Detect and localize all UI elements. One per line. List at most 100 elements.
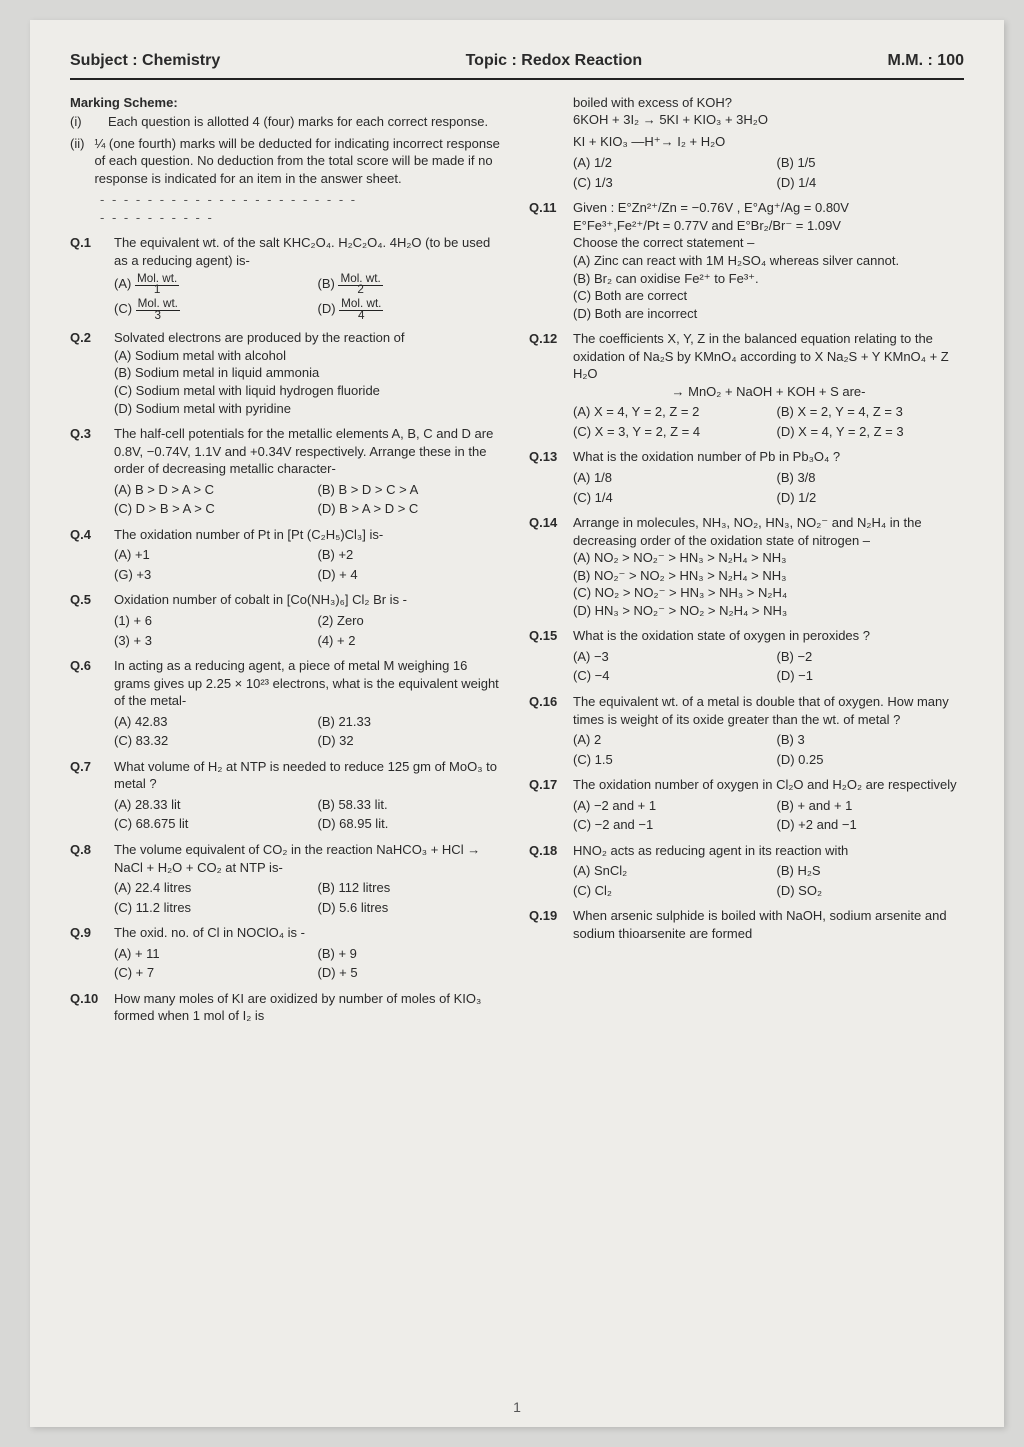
q10-cont: boiled with excess of KOH? 6KOH + 3I₂ → … xyxy=(529,94,964,192)
q10-eq1: 6KOH + 3I₂ → 5KI + KIO₃ + 3H₂O xyxy=(573,111,964,129)
q16-c: (C) 1.5 xyxy=(573,751,761,769)
scheme-i: (i) Each question is allotted 4 (four) m… xyxy=(70,113,505,131)
q2-d: (D) Sodium metal with pyridine xyxy=(114,400,505,418)
q19: Q.19 When arsenic sulphide is boiled wit… xyxy=(529,907,964,942)
q13-num: Q.13 xyxy=(529,448,565,506)
q7-num: Q.7 xyxy=(70,758,106,833)
q8-num: Q.8 xyxy=(70,841,106,916)
q6-b: (B) 21.33 xyxy=(318,713,506,731)
q2-num: Q.2 xyxy=(70,329,106,417)
q17-a: (A) −2 and + 1 xyxy=(573,797,761,815)
q18-num: Q.18 xyxy=(529,842,565,900)
q5-text: Oxidation number of cobalt in [Co(NH₃)₆]… xyxy=(114,591,505,609)
scheme-tag-ii: (ii) xyxy=(70,135,84,188)
scheme-title: Marking Scheme: xyxy=(70,94,505,112)
q13: Q.13 What is the oxidation number of Pb … xyxy=(529,448,964,506)
q1-num: Q.1 xyxy=(70,234,106,321)
q14-c: (C) NO₂ > NO₂⁻ > HN₃ > NH₃ > N₂H₄ xyxy=(573,584,964,602)
q5: Q.5 Oxidation number of cobalt in [Co(NH… xyxy=(70,591,505,649)
q3-a: (A) B > D > A > C xyxy=(114,481,302,499)
q12-d: (D) X = 4, Y = 2, Z = 3 xyxy=(777,423,965,441)
q3: Q.3 The half-cell potentials for the met… xyxy=(70,425,505,518)
q8-d: (D) 5.6 litres xyxy=(318,899,506,917)
q18-c: (C) Cl₂ xyxy=(573,882,761,900)
q11: Q.11 Given : E°Zn²⁺/Zn = −0.76V , E°Ag⁺/… xyxy=(529,199,964,322)
q9-d: (D) + 5 xyxy=(318,964,506,982)
q14-num: Q.14 xyxy=(529,514,565,619)
q11-c: (C) Both are correct xyxy=(573,287,964,305)
q10-b: (B) 1/5 xyxy=(777,154,965,172)
q13-a: (A) 1/8 xyxy=(573,469,761,487)
q1-c: (C) Mol. wt.3 xyxy=(114,298,302,321)
q10-text: How many moles of KI are oxidized by num… xyxy=(114,990,505,1025)
q1-a: (A) Mol. wt.1 xyxy=(114,273,302,296)
topic-label: Topic : Redox Reaction xyxy=(466,50,643,72)
q7-a: (A) 28.33 lit xyxy=(114,796,302,814)
q6-c: (C) 83.32 xyxy=(114,732,302,750)
q9-num: Q.9 xyxy=(70,924,106,982)
q11-text3: Choose the correct statement – xyxy=(573,234,964,252)
q10-a: (A) 1/2 xyxy=(573,154,761,172)
q11-num: Q.11 xyxy=(529,199,565,322)
q3-num: Q.3 xyxy=(70,425,106,518)
page-number: 1 xyxy=(513,1398,521,1417)
q10-num: Q.10 xyxy=(70,990,106,1025)
q11-d: (D) Both are incorrect xyxy=(573,305,964,323)
q4-c: (G) +3 xyxy=(114,566,302,584)
q12-c: (C) X = 3, Y = 2, Z = 4 xyxy=(573,423,761,441)
q7-d: (D) 68.95 lit. xyxy=(318,815,506,833)
q15-d: (D) −1 xyxy=(777,667,965,685)
q4-b: (B) +2 xyxy=(318,546,506,564)
q3-b: (B) B > D > C > A xyxy=(318,481,506,499)
q7-text: What volume of H₂ at NTP is needed to re… xyxy=(114,758,505,793)
q5-num: Q.5 xyxy=(70,591,106,649)
q7-b: (B) 58.33 lit. xyxy=(318,796,506,814)
q11-text1: Given : E°Zn²⁺/Zn = −0.76V , E°Ag⁺/Ag = … xyxy=(573,199,964,217)
q18: Q.18 HNO₂ acts as reducing agent in its … xyxy=(529,842,964,900)
q4-a: (A) +1 xyxy=(114,546,302,564)
q16: Q.16 The equivalent wt. of a metal is do… xyxy=(529,693,964,768)
q7-c: (C) 68.675 lit xyxy=(114,815,302,833)
q18-b: (B) H₂S xyxy=(777,862,965,880)
q16-b: (B) 3 xyxy=(777,731,965,749)
q14-b: (B) NO₂⁻ > NO₂ > HN₃ > N₂H₄ > NH₃ xyxy=(573,567,964,585)
q6-a: (A) 42.83 xyxy=(114,713,302,731)
q6-num: Q.6 xyxy=(70,657,106,750)
exam-page: Subject : Chemistry Topic : Redox Reacti… xyxy=(30,20,1004,1427)
q10-pre: boiled with excess of KOH? xyxy=(573,94,964,112)
q6-text: In acting as a reducing agent, a piece o… xyxy=(114,657,505,710)
q4-text: The oxidation number of Pt in [Pt (C₂H₅)… xyxy=(114,526,505,544)
q14: Q.14 Arrange in molecules, NH₃, NO₂, HN₃… xyxy=(529,514,964,619)
q12-text: The coefficients X, Y, Z in the balanced… xyxy=(573,330,964,383)
q1: Q.1 The equivalent wt. of the salt KHC₂O… xyxy=(70,234,505,321)
q18-d: (D) SO₂ xyxy=(777,882,965,900)
q8: Q.8 The volume equivalent of CO₂ in the … xyxy=(70,841,505,916)
q17-b: (B) + and + 1 xyxy=(777,797,965,815)
q12-num: Q.12 xyxy=(529,330,565,440)
q11-text2: E°Fe³⁺,Fe²⁺/Pt = 0.77V and E°Br₂/Br⁻ = 1… xyxy=(573,217,964,235)
q15-text: What is the oxidation state of oxygen in… xyxy=(573,627,964,645)
q10-c: (C) 1/3 xyxy=(573,174,761,192)
right-column: boiled with excess of KOH? 6KOH + 3I₂ → … xyxy=(529,94,964,1033)
q4-num: Q.4 xyxy=(70,526,106,584)
q14-text: Arrange in molecules, NH₃, NO₂, HN₃, NO₂… xyxy=(573,514,964,549)
q1-d: (D) Mol. wt.4 xyxy=(318,298,506,321)
subject-label: Subject : Chemistry xyxy=(70,50,220,72)
q13-text: What is the oxidation number of Pb in Pb… xyxy=(573,448,964,466)
q15-a: (A) −3 xyxy=(573,648,761,666)
scheme-ii: (ii) ¼ (one fourth) marks will be deduct… xyxy=(70,135,505,188)
q1-text: The equivalent wt. of the salt KHC₂O₄. H… xyxy=(114,234,505,269)
q13-c: (C) 1/4 xyxy=(573,489,761,507)
q9-text: The oxid. no. of Cl in NOClO₄ is - xyxy=(114,924,505,942)
q17-c: (C) −2 and −1 xyxy=(573,816,761,834)
q6: Q.6 In acting as a reducing agent, a pie… xyxy=(70,657,505,750)
q19-text: When arsenic sulphide is boiled with NaO… xyxy=(573,907,964,942)
q15-b: (B) −2 xyxy=(777,648,965,666)
q3-d: (D) B > A > D > C xyxy=(318,500,506,518)
q8-b: (B) 112 litres xyxy=(318,879,506,897)
q14-d: (D) HN₃ > NO₂⁻ > NO₂ > N₂H₄ > NH₃ xyxy=(573,602,964,620)
scheme-tag-i: (i) xyxy=(70,113,98,131)
q2-b: (B) Sodium metal in liquid ammonia xyxy=(114,364,505,382)
q18-text: HNO₂ acts as reducing agent in its react… xyxy=(573,842,964,860)
q5-b: (2) Zero xyxy=(318,612,506,630)
